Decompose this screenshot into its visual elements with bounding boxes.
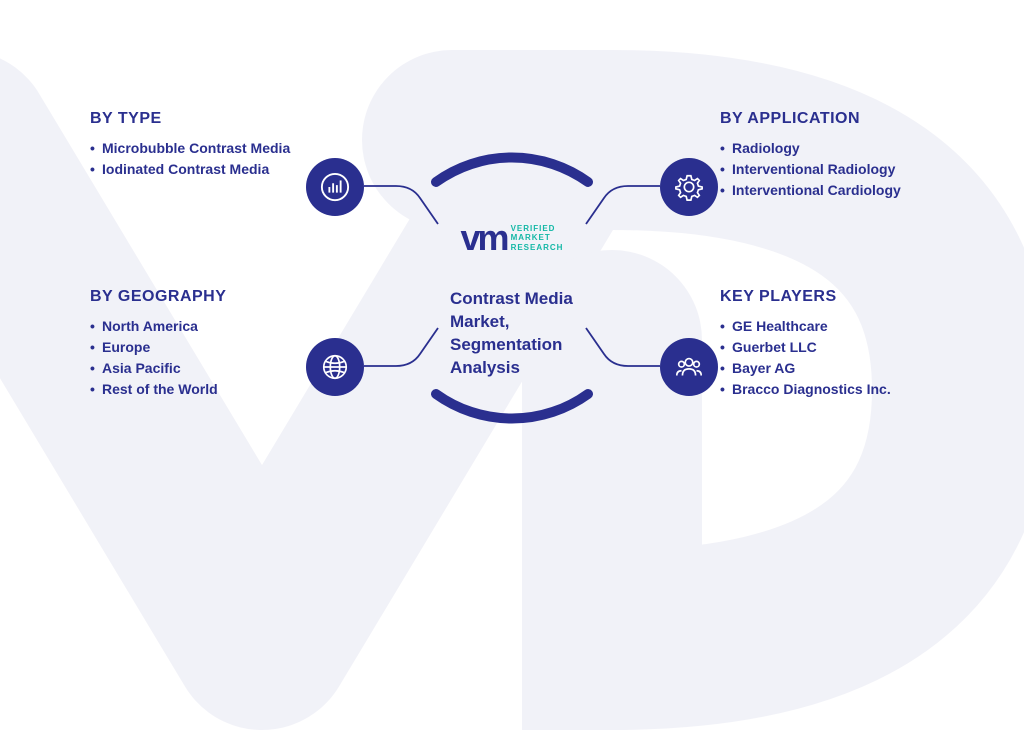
segment-title: BY GEOGRAPHY — [90, 288, 310, 306]
list-item: Interventional Cardiology — [720, 180, 940, 201]
segment-title: BY APPLICATION — [720, 110, 940, 128]
list-item: North America — [90, 316, 310, 337]
segment-list: Radiology Interventional Radiology Inter… — [720, 138, 940, 201]
segment-list: Microbubble Contrast Media Iodinated Con… — [90, 138, 310, 180]
segment-type: BY TYPE Microbubble Contrast Media Iodin… — [90, 110, 310, 180]
list-item: Bayer AG — [720, 358, 940, 379]
segment-players: KEY PLAYERS GE Healthcare Guerbet LLC Ba… — [720, 288, 940, 400]
list-item: Iodinated Contrast Media — [90, 159, 310, 180]
segment-application: BY APPLICATION Radiology Interventional … — [720, 110, 940, 201]
segment-geography: BY GEOGRAPHY North America Europe Asia P… — [90, 288, 310, 400]
segment-list: North America Europe Asia Pacific Rest o… — [90, 316, 310, 400]
segment-title: BY TYPE — [90, 110, 310, 128]
list-item: Radiology — [720, 138, 940, 159]
bar-chart-icon — [306, 158, 364, 216]
list-item: Guerbet LLC — [720, 337, 940, 358]
list-item: GE Healthcare — [720, 316, 940, 337]
globe-icon — [306, 338, 364, 396]
segment-title: KEY PLAYERS — [720, 288, 940, 306]
list-item: Europe — [90, 337, 310, 358]
list-item: Asia Pacific — [90, 358, 310, 379]
list-item: Bracco Diagnostics Inc. — [720, 379, 940, 400]
list-item: Microbubble Contrast Media — [90, 138, 310, 159]
segment-list: GE Healthcare Guerbet LLC Bayer AG Bracc… — [720, 316, 940, 400]
list-item: Interventional Radiology — [720, 159, 940, 180]
list-item: Rest of the World — [90, 379, 310, 400]
gear-icon — [660, 158, 718, 216]
people-icon — [660, 338, 718, 396]
